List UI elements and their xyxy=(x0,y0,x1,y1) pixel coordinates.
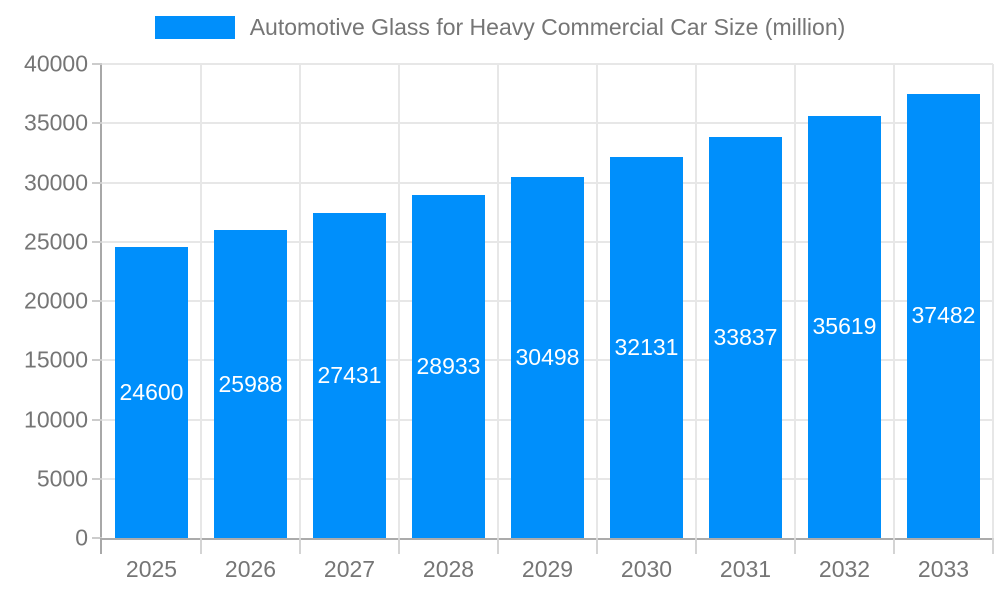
x-tick-label: 2025 xyxy=(125,556,178,582)
bar-2031[interactable]: 33837 xyxy=(709,137,782,538)
y-gridline xyxy=(102,63,993,65)
bar-value-label: 25988 xyxy=(218,370,283,397)
chart-legend[interactable]: Automotive Glass for Heavy Commercial Ca… xyxy=(0,14,1000,41)
y-tick-label: 30000 xyxy=(24,169,88,195)
x-tick-label: 2028 xyxy=(422,556,475,582)
y-axis-tick xyxy=(92,359,102,362)
legend-swatch xyxy=(154,16,235,39)
x-gridline xyxy=(992,64,994,538)
x-axis-tick xyxy=(200,538,202,554)
y-tick-label: 15000 xyxy=(24,346,88,373)
y-axis-tick xyxy=(92,300,102,302)
legend-series-label: Automotive Glass for Heavy Commercial Ca… xyxy=(249,14,846,40)
x-gridline xyxy=(397,64,400,538)
x-gridline xyxy=(497,64,499,538)
x-axis-tick xyxy=(694,538,697,554)
x-tick-label: 2030 xyxy=(620,556,673,582)
x-axis-tick xyxy=(397,538,400,554)
x-gridline xyxy=(200,64,202,538)
y-tick-label: 10000 xyxy=(24,406,88,432)
y-axis-tick xyxy=(92,477,102,480)
x-gridline xyxy=(794,64,796,538)
plot-area: 0 5000 10000 15000 20000 25000 30000 35000 40000… xyxy=(24,52,994,581)
x-gridline xyxy=(893,64,895,538)
x-axis-tick xyxy=(794,538,796,554)
y-axis-tick xyxy=(92,240,102,243)
x-tick-label: 2032 xyxy=(818,556,871,582)
y-axis-tick xyxy=(92,418,102,421)
x-tick-label: 2027 xyxy=(323,556,376,582)
y-tick-label: 5000 xyxy=(36,465,88,492)
bar-2027[interactable]: 27431 xyxy=(313,212,386,538)
x-tick-label: 2026 xyxy=(224,556,277,582)
bar-2033[interactable]: 37482 xyxy=(907,93,980,538)
y-tick-label: 20000 xyxy=(24,287,88,314)
y-tick-label: 0 xyxy=(75,524,88,551)
y-axis-tick xyxy=(92,63,102,65)
x-axis-tick xyxy=(893,538,895,554)
bar-2025[interactable]: 24600 xyxy=(115,246,188,538)
x-tick-label: 2029 xyxy=(521,556,574,582)
x-gridline xyxy=(694,64,697,538)
bar-2028[interactable]: 28933 xyxy=(412,195,485,538)
x-axis-tick xyxy=(299,538,301,554)
bar-value-label: 37482 xyxy=(911,302,976,329)
bar-value-label: 35619 xyxy=(812,313,877,340)
x-tick-label: 2031 xyxy=(719,556,772,582)
bar-2026[interactable]: 25988 xyxy=(214,230,287,538)
x-gridline xyxy=(596,64,598,538)
bar-value-label: 33837 xyxy=(713,324,778,351)
x-axis-tick xyxy=(596,538,598,554)
bar-value-label: 32131 xyxy=(614,334,679,361)
y-tick-label: 35000 xyxy=(24,109,88,136)
bar-value-label: 24600 xyxy=(119,378,184,405)
y-axis-tick xyxy=(92,537,102,539)
bar-2032[interactable]: 35619 xyxy=(808,115,881,538)
x-axis-tick xyxy=(992,538,994,554)
y-tick-label: 25000 xyxy=(24,228,88,255)
bar-value-label: 27431 xyxy=(317,361,382,388)
x-axis-tick xyxy=(497,538,499,554)
y-tick-label: 40000 xyxy=(24,50,88,77)
y-axis-tick xyxy=(92,122,102,125)
bar-value-label: 28933 xyxy=(416,353,481,380)
bar-2029[interactable]: 30498 xyxy=(511,176,584,538)
bar-value-label: 30498 xyxy=(515,343,580,370)
bar-2030[interactable]: 32131 xyxy=(610,157,683,538)
x-axis-tick-origin xyxy=(100,538,102,554)
y-axis-tick xyxy=(92,181,102,184)
x-tick-label: 2033 xyxy=(917,556,970,582)
x-gridline xyxy=(299,64,301,538)
